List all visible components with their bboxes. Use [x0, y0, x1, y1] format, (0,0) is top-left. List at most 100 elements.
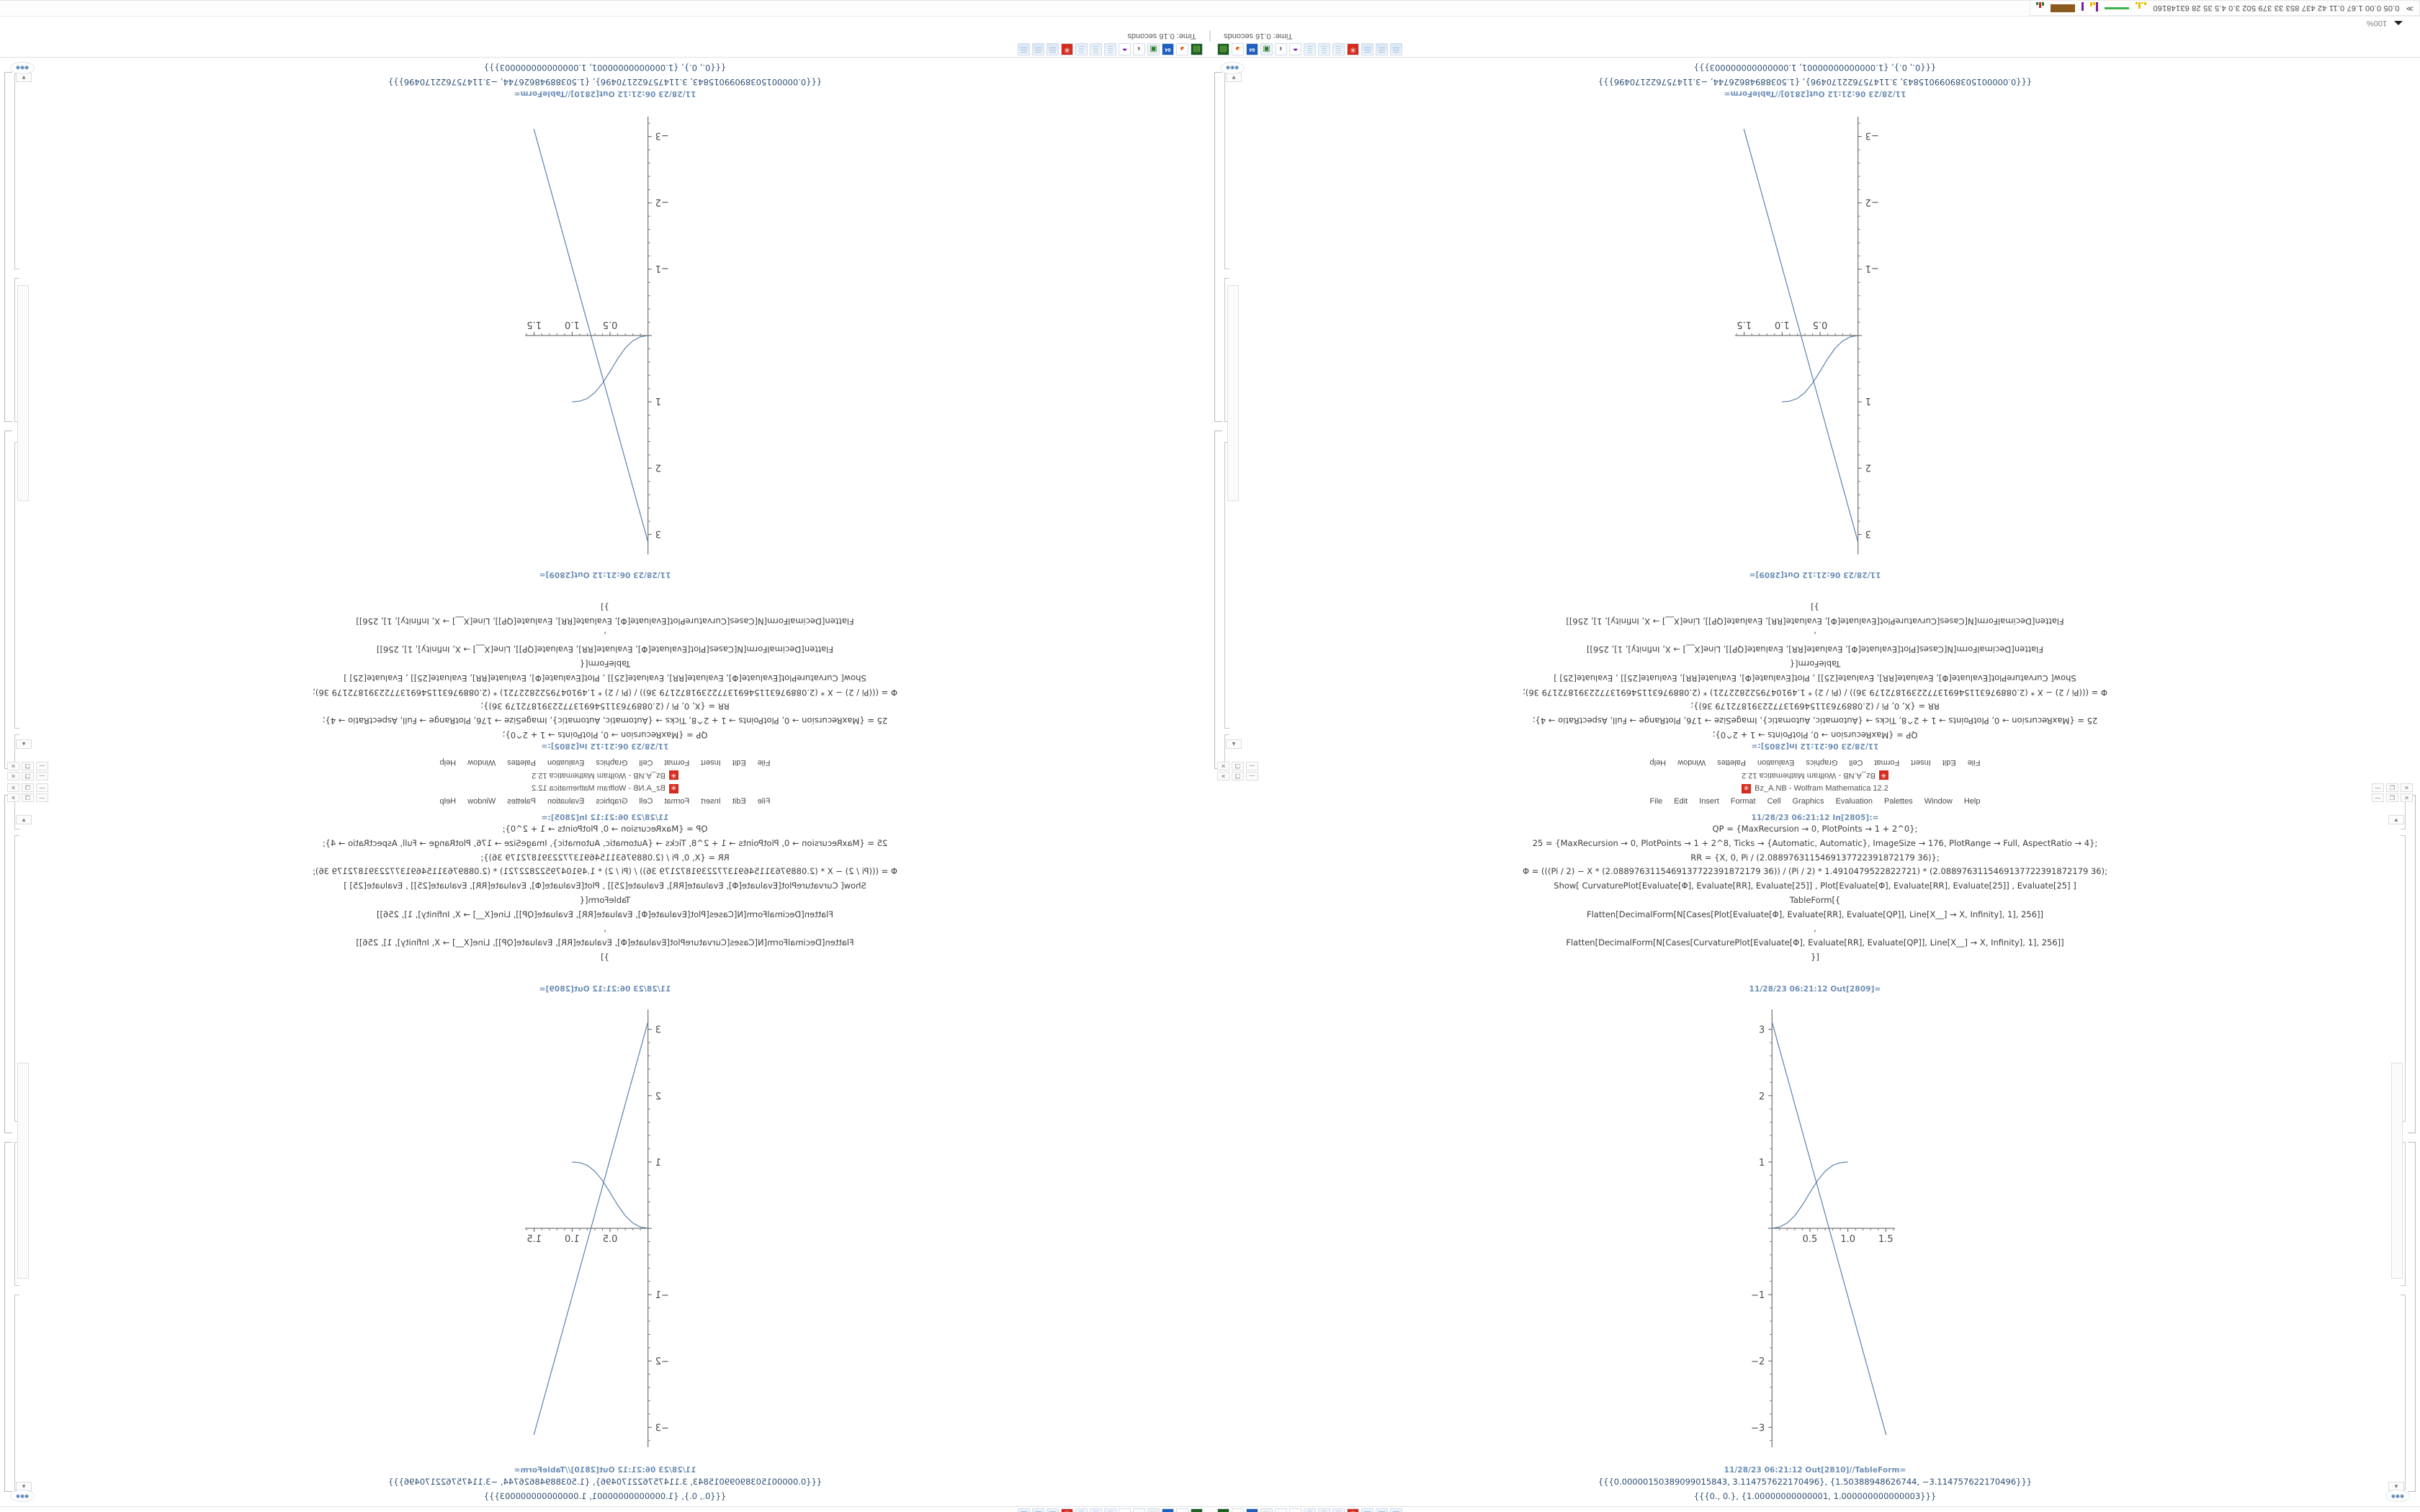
code-line[interactable]: }] [601, 951, 609, 962]
code-line[interactable]: 25 = {MaxRecursion → 0, PlotPoints → 1 +… [1532, 837, 2098, 848]
menu-item-window[interactable]: Window [467, 796, 496, 806]
notebook-icon[interactable] [1075, 43, 1088, 55]
menu-item-cell[interactable]: Cell [639, 796, 653, 806]
notebook-icon[interactable] [1304, 43, 1316, 55]
menu-bar[interactable]: File Edit Insert Format Cell Graphics Evaluati… [0, 757, 1210, 769]
output-table-cell[interactable]: 11/28/23 06:21:12 Out[2810]//TableForm= {… [14, 60, 1196, 98]
code-line[interactable]: RR = {X, 0, Pi / (2.08897631154691377223… [1690, 852, 1940, 863]
media-player-icon[interactable] [1289, 43, 1301, 55]
menu-item-file[interactable]: File [757, 796, 771, 806]
menu-item-evaluation[interactable]: Evaluation [547, 758, 585, 768]
output-table-cell[interactable]: 11/28/23 06:21:12 Out[2810]//TableForm= {… [1224, 60, 2406, 98]
menu-item-edit[interactable]: Edit [732, 796, 746, 806]
menu-item-help[interactable]: Help [439, 758, 457, 768]
menu-item-edit[interactable]: Edit [732, 758, 746, 768]
menu-item-graphics[interactable]: Graphics [596, 758, 628, 768]
code-line[interactable]: Show[ CurvaturePlot[Evaluate[Φ], Evaluat… [344, 672, 866, 683]
speaker-icon[interactable] [1133, 43, 1145, 55]
code-line[interactable]: }] [1811, 951, 1819, 962]
menu-item-help[interactable]: Help [1649, 758, 1667, 768]
restore-icon[interactable]: ❐ [2386, 783, 2398, 792]
calculator-icon[interactable] [1018, 43, 1030, 55]
output-plot-cell[interactable]: 11/28/23 06:21:12 Out[2809]= 0.5 1.0 1.5 −3… [24, 102, 1186, 579]
scroll-up-icon[interactable]: ▲ [2388, 815, 2404, 824]
mathematica-icon[interactable] [1347, 1508, 1359, 1512]
code-line[interactable]: , [1814, 923, 1816, 934]
menu-item-insert[interactable]: Insert [1911, 758, 1931, 768]
calculator-icon[interactable] [1032, 1508, 1044, 1512]
notebook-quadrant-top-left[interactable]: — ❐ ✕ — ❐ ✕ ▲ ▼ ◉◉◉ ✳ Bz_A.NB - Wolfram … [0, 58, 1210, 782]
notebook-icon[interactable] [1318, 1508, 1330, 1512]
media-player-icon[interactable] [1119, 43, 1131, 55]
code-line[interactable]: RR = {X, 0, Pi / (2.08897631154691377223… [1690, 701, 1940, 712]
terminal-icon[interactable] [1147, 43, 1160, 55]
code-line[interactable]: QP = {MaxRecursion → 0, PlotPoints → 1 +… [1712, 824, 1918, 834]
terminal-green-icon[interactable] [1217, 43, 1229, 55]
menu-item-insert[interactable]: Insert [701, 758, 721, 768]
code-line[interactable]: , [1814, 630, 1816, 641]
menu-item-help[interactable]: Help [439, 796, 457, 806]
terminal-icon[interactable] [1260, 43, 1273, 55]
menu-item-window[interactable]: Window [1924, 796, 1953, 806]
menu-item-window[interactable]: Window [1677, 758, 1706, 768]
code-line[interactable]: Show[ CurvaturePlot[Evaluate[Φ], Evaluat… [344, 881, 866, 891]
menu-bar[interactable]: File Edit Insert Format Cell Graphics Evaluati… [1210, 757, 2420, 769]
menu-item-help[interactable]: Help [1963, 796, 1981, 806]
cell-bracket[interactable] [2401, 1142, 2406, 1286]
output-plot-cell[interactable]: 11/28/23 06:21:12 Out[2809]= 0.5 1.0 1.5 −3… [1234, 102, 2396, 579]
notebook-icon[interactable] [1304, 1508, 1316, 1512]
close-icon[interactable]: ✕ [2401, 783, 2413, 792]
menu-item-file[interactable]: File [757, 758, 771, 768]
minimize-icon[interactable]: — [2372, 793, 2384, 802]
code-line[interactable]: TableForm[{ [579, 659, 631, 670]
menu-item-palettes[interactable]: Palettes [507, 796, 537, 806]
firefox-icon[interactable] [1176, 1508, 1188, 1512]
cell-bracket[interactable] [14, 73, 19, 269]
menu-item-cell[interactable]: Cell [639, 758, 653, 768]
output-plot-cell[interactable]: 11/28/23 06:21:12 Out[2809]= 0.5 1.0 1.5 −3… [24, 985, 1186, 1462]
restore-icon[interactable]: ❐ [2386, 793, 2398, 802]
terminal-green-icon[interactable] [1217, 1508, 1229, 1512]
cell-bracket[interactable] [2401, 835, 2406, 1122]
code-line[interactable]: RR = {X, 0, Pi / (2.08897631154691377223… [480, 852, 730, 863]
media-player-icon[interactable] [1119, 1508, 1131, 1512]
close-icon[interactable]: ✕ [2401, 793, 2413, 802]
code-line[interactable]: Flatten[DecimalForm[N[Cases[Plot[Evaluat… [376, 644, 834, 655]
calculator-icon[interactable] [1390, 1508, 1402, 1512]
notebook-icon[interactable] [1104, 43, 1116, 55]
output-plot-cell[interactable]: 11/28/23 06:21:12 Out[2809]= 0.5 1.0 1.5 −3… [1234, 985, 2396, 1462]
speaker-icon[interactable] [1133, 1508, 1145, 1512]
cell-bracket-group[interactable] [4, 1142, 12, 1492]
notebook-scrollbar-thumb[interactable] [2391, 1063, 2403, 1279]
floppy-save-icon[interactable] [1246, 1508, 1258, 1512]
calculator-icon[interactable] [1376, 43, 1388, 55]
code-line[interactable]: QP = {MaxRecursion → 0, PlotPoints → 1 +… [502, 824, 708, 834]
firefox-icon[interactable] [1232, 43, 1244, 55]
calculator-icon[interactable] [1018, 1508, 1030, 1512]
speaker-icon[interactable] [1275, 1508, 1287, 1512]
cell-bracket-group[interactable] [4, 795, 12, 1133]
terminal-green-icon[interactable] [1191, 1508, 1203, 1512]
notebook-quadrant-top-right[interactable]: — ❐ ✕ — ❐ ✕ ▲ ▼ ◉◉◉ ✳ Bz_A.NB - Wolfram … [1210, 58, 2420, 782]
floppy-save-icon[interactable] [1162, 1508, 1174, 1512]
notebook-quadrant-bottom-right[interactable]: — ❐ ✕ — ❐ ✕ ▲ ▼ ◉◉◉ ✳ Bz_A.NB - Wolfram … [1210, 782, 2420, 1506]
minimize-icon[interactable]: — [2372, 783, 2384, 792]
curvature-plot[interactable]: 0.5 1.0 1.5 −3 −2 −1 1 2 3 [515, 105, 695, 566]
menu-item-insert[interactable]: Insert [701, 796, 721, 806]
code-line[interactable]: Φ = (((Pi / 2) − X * (2.0889763115469137… [1523, 687, 2107, 698]
mathematica-icon[interactable] [1061, 1508, 1073, 1512]
code-line[interactable]: 25 = {MaxRecursion → 0, PlotPoints → 1 +… [322, 716, 888, 726]
calculator-icon[interactable] [1376, 1508, 1388, 1512]
curvature-plot[interactable]: 0.5 1.0 1.5 −3 −2 −1 1 2 3 [1725, 105, 1905, 566]
code-line[interactable]: }] [1811, 602, 1819, 613]
code-line[interactable]: Flatten[DecimalForm[N[Cases[CurvaturePlo… [356, 937, 854, 948]
code-line[interactable]: Show[ CurvaturePlot[Evaluate[Φ], Evaluat… [1554, 881, 2076, 891]
calculator-icon[interactable] [1047, 43, 1059, 55]
menu-bar[interactable]: File Edit Insert Format Cell Graphics Evaluati… [0, 795, 1210, 807]
menu-item-graphics[interactable]: Graphics [1792, 796, 1824, 806]
menu-item-evaluation[interactable]: Evaluation [1757, 758, 1795, 768]
menu-item-palettes[interactable]: Palettes [1883, 796, 1913, 806]
code-line[interactable]: TableForm[{ [1789, 659, 1841, 670]
calculator-icon[interactable] [1361, 43, 1373, 55]
terminal-icon[interactable] [1260, 1508, 1273, 1512]
